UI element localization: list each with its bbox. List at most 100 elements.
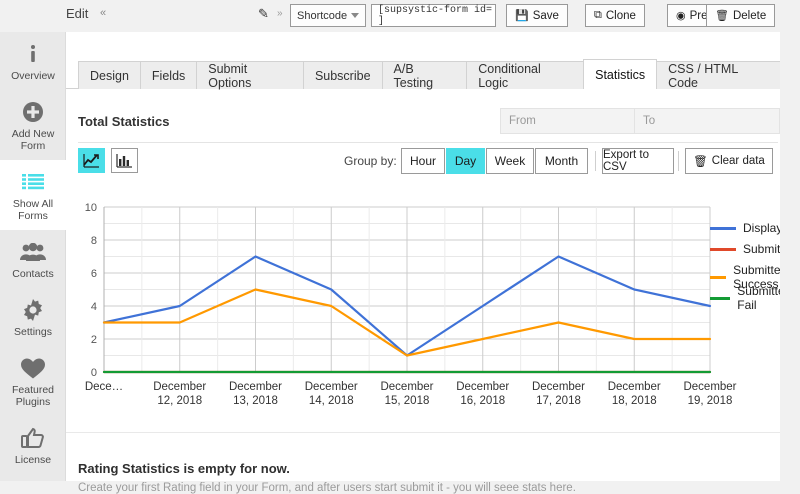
svg-text:14, 2018: 14, 2018	[309, 395, 354, 407]
sidebar-item-show-all-forms[interactable]: Show All Forms	[0, 160, 66, 230]
sidebar-item-settings[interactable]: Settings	[0, 288, 66, 346]
svg-text:15, 2018: 15, 2018	[385, 395, 430, 407]
sidebar-label-add-new-form: Add New Form	[11, 128, 55, 152]
bar-chart-icon[interactable]	[111, 148, 138, 173]
svg-text:12, 2018: 12, 2018	[157, 395, 202, 407]
right-background-strip	[780, 32, 800, 481]
save-button[interactable]: 💾 Save	[506, 4, 568, 27]
page-title: Total Statistics	[78, 114, 170, 129]
sidebar-item-overview[interactable]: Overview	[0, 32, 66, 90]
list-icon	[2, 169, 64, 195]
heart-icon	[2, 355, 64, 381]
chevron-down-icon	[351, 13, 359, 18]
clear-data-label: Clear data	[711, 155, 765, 167]
tab-bar: Design Fields Submit Options Subscribe A…	[78, 59, 781, 90]
line-chart-icon[interactable]	[78, 148, 105, 173]
eye-icon: ◉	[676, 10, 686, 22]
chart-y-axis-labels: 0 2 4 6 8 10	[85, 202, 97, 379]
group-by-month-button[interactable]: Month	[535, 148, 588, 174]
rating-empty-subtitle: Create your first Rating field in your F…	[78, 482, 576, 494]
svg-text:December: December	[683, 381, 736, 393]
sidebar-label-overview: Overview	[11, 70, 55, 82]
date-to-placeholder: To	[643, 115, 656, 127]
svg-text:17, 2018: 17, 2018	[536, 395, 581, 407]
chart-x-axis-labels: Dece… December 12, 2018 December 13, 2018 Dec…	[85, 381, 737, 407]
sidebar-item-featured-plugins[interactable]: Featured Plugins	[0, 346, 66, 416]
date-to-input[interactable]: To	[634, 108, 780, 134]
clone-button[interactable]: ⧉ Clone	[585, 4, 645, 27]
trash-icon: 🗑	[693, 156, 708, 168]
pencil-icon[interactable]: ✎	[258, 6, 269, 21]
svg-text:December: December	[229, 381, 282, 393]
toolbar-separator	[595, 151, 596, 171]
chart-gridlines	[103, 206, 711, 373]
info-icon	[2, 41, 64, 67]
rating-empty-title: Rating Statistics is empty for now.	[78, 461, 290, 476]
collapse-chevron-icon[interactable]: «	[100, 7, 107, 19]
shortcode-type-value: Shortcode	[297, 9, 348, 22]
svg-text:8: 8	[91, 235, 97, 247]
tab-subscribe[interactable]: Subscribe	[302, 61, 383, 89]
tab-statistics[interactable]: Statistics	[583, 59, 658, 89]
statistics-chart: 0 2 4 6 8 10 Dece… December 12, 2018 December 13,…	[70, 177, 797, 417]
svg-text:6: 6	[91, 268, 97, 280]
header-divider	[78, 142, 778, 143]
tab-css-html-code[interactable]: CSS / HTML Code	[656, 61, 781, 90]
edit-label: Edit	[66, 6, 89, 21]
top-toolbar: Edit « ✎ » Shortcode [supsystic-form id=…	[0, 0, 800, 32]
sidebar-item-license[interactable]: License	[0, 416, 66, 474]
legend-label-submitted-success: Submitted Success	[733, 263, 788, 291]
sidebar-label-license: License	[14, 454, 52, 466]
clone-copy-icon: ⧉	[594, 9, 602, 21]
shortcode-type-select[interactable]: Shortcode	[290, 4, 366, 27]
svg-text:December: December	[305, 381, 358, 393]
legend-swatch-submitted-success	[710, 275, 727, 279]
date-from-input[interactable]: From	[500, 108, 636, 134]
export-csv-button[interactable]: Export to CSV	[602, 148, 674, 174]
toolbar-separator	[678, 151, 679, 171]
svg-text:13, 2018: 13, 2018	[233, 395, 278, 407]
group-by-hour-button[interactable]: Hour	[401, 148, 445, 174]
save-disk-icon: 💾	[515, 10, 529, 22]
plus-circle-icon	[2, 99, 64, 125]
tab-conditional-logic[interactable]: Conditional Logic	[466, 61, 585, 90]
tab-submit-options[interactable]: Submit Options	[196, 61, 304, 90]
legend-item-submitted-success[interactable]: Submitted Success	[710, 263, 797, 291]
sidebar-item-add-new-form[interactable]: Add New Form	[0, 90, 66, 160]
tab-ab-testing[interactable]: A/B Testing	[381, 61, 468, 90]
main-panel: Design Fields Submit Options Subscribe A…	[66, 32, 797, 494]
sidebar: Overview Add New Form Show All Forms	[0, 32, 66, 481]
group-by-week-button[interactable]: Week	[486, 148, 534, 174]
sidebar-label-featured-plugins: Featured Plugins	[11, 384, 55, 408]
svg-text:December: December	[532, 381, 585, 393]
date-from-placeholder: From	[509, 115, 536, 127]
legend-label-submitted-fail: Submitted Fail	[737, 284, 792, 312]
trash-icon: 🗑	[715, 10, 729, 22]
legend-swatch-displayed	[710, 226, 736, 230]
save-label: Save	[532, 9, 559, 22]
clear-data-button[interactable]: 🗑 Clear data	[685, 148, 773, 174]
svg-text:10: 10	[85, 202, 97, 214]
tab-design[interactable]: Design	[78, 61, 141, 89]
svg-text:December: December	[153, 381, 206, 393]
svg-text:0: 0	[91, 367, 97, 379]
gear-icon	[2, 297, 64, 323]
group-by-label: Group by:	[344, 154, 397, 168]
double-chevron-icon[interactable]: »	[277, 8, 283, 19]
clone-label: Clone	[605, 9, 636, 22]
svg-text:19, 2018: 19, 2018	[688, 395, 733, 407]
tab-fields[interactable]: Fields	[139, 61, 198, 89]
svg-text:December: December	[608, 381, 661, 393]
group-by-day-button[interactable]: Day	[446, 148, 485, 174]
svg-text:4: 4	[91, 301, 97, 313]
legend-item-submitted-fail[interactable]: Submitted Fail	[710, 284, 797, 312]
delete-button[interactable]: 🗑 Delete	[706, 4, 776, 27]
sidebar-label-show-all-forms: Show All Forms	[12, 198, 54, 222]
svg-text:18, 2018: 18, 2018	[612, 395, 657, 407]
chart-series-lines	[102, 255, 712, 374]
svg-text:Dece…: Dece…	[85, 381, 123, 393]
svg-text:16, 2018: 16, 2018	[460, 395, 505, 407]
shortcode-input[interactable]: [supsystic-form id= ]	[371, 4, 496, 27]
sidebar-item-contacts[interactable]: Contacts	[0, 230, 66, 288]
shortcode-value: [supsystic-form id= ]	[378, 4, 493, 27]
